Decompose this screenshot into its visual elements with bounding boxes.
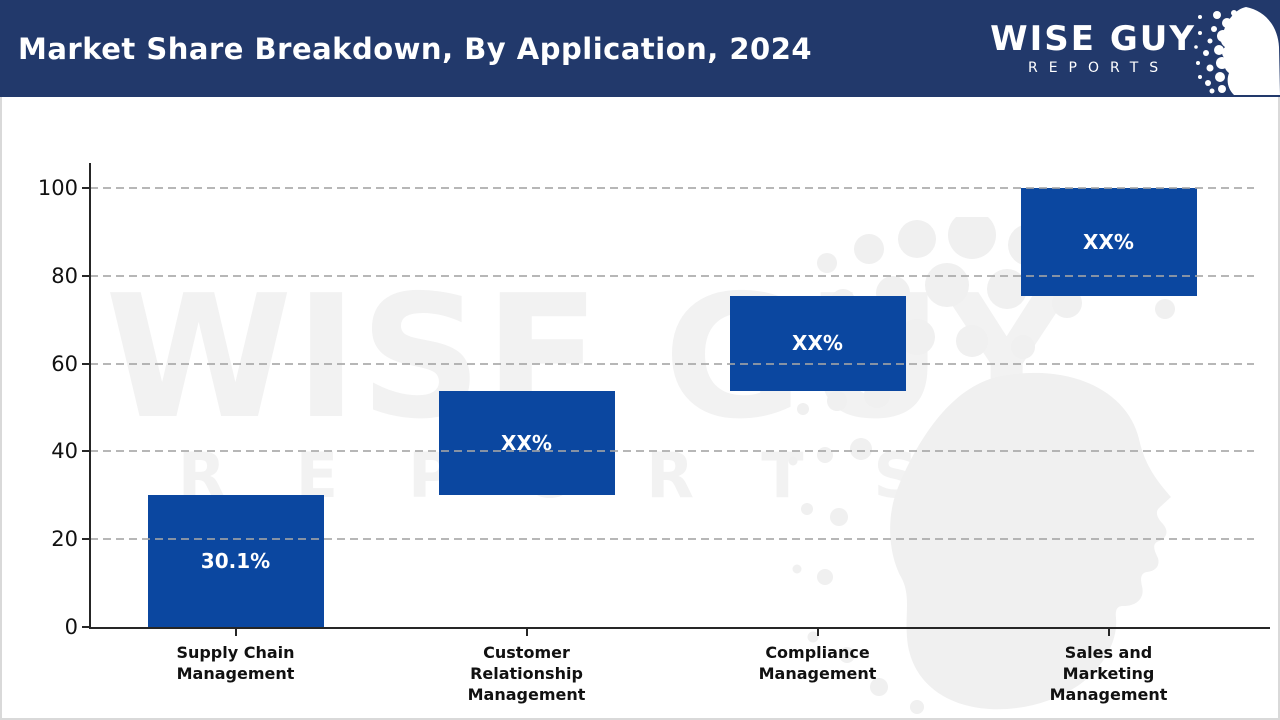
logo-text: WISE GUY REPORTS bbox=[990, 21, 1196, 77]
bar-segment: XX% bbox=[729, 295, 906, 392]
x-tick-mark-0 bbox=[234, 629, 237, 636]
y-tick-label-80: 80 bbox=[51, 263, 78, 288]
y-axis-spine bbox=[89, 163, 91, 629]
logo-head-profile-icon bbox=[1194, 6, 1280, 95]
bar-value-label: XX% bbox=[1083, 229, 1134, 254]
y-tick-label-40: 40 bbox=[51, 439, 78, 464]
y-tick-mark-80 bbox=[82, 274, 90, 277]
x-axis-category-label: Customer Relationship Management bbox=[467, 643, 586, 704]
x-axis-spine bbox=[89, 627, 1270, 629]
gridline-60 bbox=[90, 362, 1254, 365]
y-tick-label-20: 20 bbox=[51, 527, 78, 552]
bar-segment: XX% bbox=[438, 391, 615, 495]
gridline-100 bbox=[90, 187, 1254, 189]
y-tick-mark-100 bbox=[82, 187, 90, 189]
logo-brand-name: WISE GUY bbox=[990, 18, 1196, 59]
gridline-40 bbox=[90, 450, 1254, 453]
bar-value-label: XX% bbox=[792, 331, 843, 356]
y-tick-mark-20 bbox=[82, 538, 90, 541]
gridline-80 bbox=[90, 274, 1254, 277]
y-tick-label-0: 0 bbox=[64, 615, 78, 639]
logo-brand-subtitle: REPORTS bbox=[1027, 59, 1170, 76]
y-tick-mark-0 bbox=[82, 626, 90, 628]
y-tick-label-60: 60 bbox=[51, 351, 78, 376]
bar-value-label: 30.1% bbox=[200, 548, 271, 573]
x-axis-category-label: Supply Chain Management bbox=[176, 643, 295, 683]
y-tick-mark-40 bbox=[82, 450, 90, 453]
x-axis-category-label: Compliance Management bbox=[758, 643, 877, 683]
x-tick-mark-1 bbox=[525, 629, 528, 636]
header-bar: Market Share Breakdown, By Application, … bbox=[0, 0, 1280, 97]
wise-guy-reports-logo: WISE GUY REPORTS bbox=[990, 0, 1280, 97]
x-tick-mark-3 bbox=[1107, 629, 1110, 636]
bar-segment: 30.1% bbox=[147, 494, 324, 627]
y-tick-mark-60 bbox=[82, 362, 90, 365]
x-tick-mark-2 bbox=[816, 629, 819, 636]
gridline-20 bbox=[90, 538, 1254, 541]
x-axis-category-label: Sales and Marketing Management bbox=[1049, 643, 1168, 704]
y-tick-label-100: 100 bbox=[37, 176, 78, 200]
page-title: Market Share Breakdown, By Application, … bbox=[18, 31, 813, 66]
bar-segment: XX% bbox=[1020, 188, 1197, 296]
